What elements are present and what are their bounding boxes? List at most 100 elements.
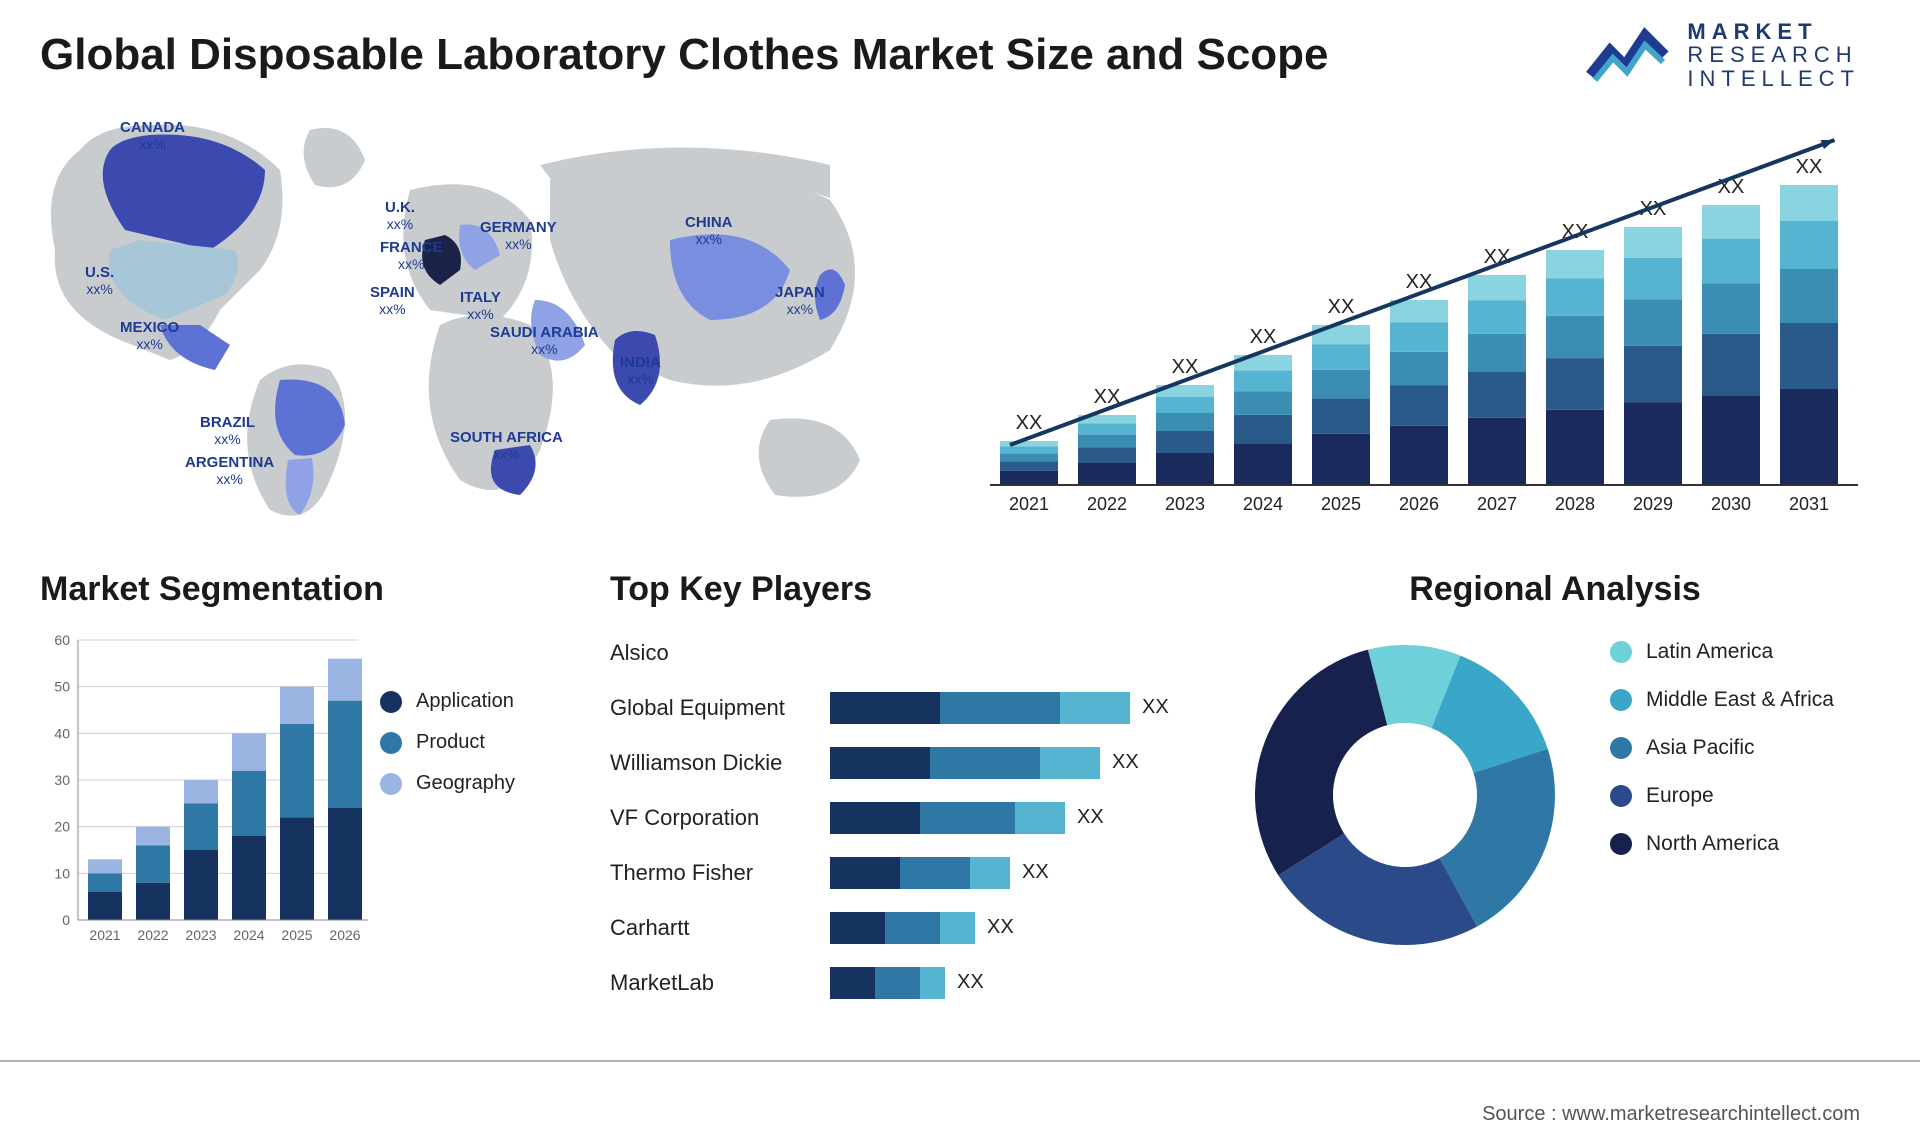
svg-text:2022: 2022 (137, 927, 168, 943)
svg-text:2028: 2028 (1555, 494, 1595, 514)
player-name: Global Equipment (610, 695, 820, 721)
legend-item: North America (1610, 832, 1834, 856)
player-name: Williamson Dickie (610, 750, 820, 776)
player-row: Carhartt XX (610, 900, 1200, 955)
svg-text:2022: 2022 (1087, 494, 1127, 514)
map-label: SAUDI ARABIAxx% (490, 325, 599, 357)
segmentation-title: Market Segmentation (40, 570, 560, 609)
player-row: VF Corporation XX (610, 790, 1200, 845)
footer-divider (0, 1060, 1920, 1062)
regional-section: Regional Analysis Latin AmericaMiddle Ea… (1240, 570, 1870, 609)
svg-text:50: 50 (54, 679, 70, 695)
world-map: CANADAxx% U.S.xx%MEXICOxx% BRAZILxx% ARGENT… (30, 110, 910, 530)
player-row: Williamson Dickie XX (610, 735, 1200, 790)
map-label: INDIAxx% (620, 355, 661, 387)
logo-line1: MARKET (1687, 20, 1860, 43)
player-bar (830, 802, 1065, 834)
legend-item: Latin America (1610, 640, 1834, 664)
player-name: VF Corporation (610, 805, 820, 831)
player-bar (830, 857, 1010, 889)
svg-text:10: 10 (54, 865, 70, 881)
player-name: Carhartt (610, 915, 820, 941)
logo-line2: RESEARCH (1687, 43, 1860, 66)
segmentation-section: Market Segmentation 01020304050602021202… (40, 570, 560, 609)
map-label: ARGENTINAxx% (185, 455, 274, 487)
svg-text:2024: 2024 (1243, 494, 1283, 514)
svg-text:2021: 2021 (1009, 494, 1049, 514)
legend-item: Geography (380, 772, 515, 795)
brand-logo: MARKET RESEARCH INTELLECT (1585, 20, 1860, 90)
map-label: BRAZILxx% (200, 415, 255, 447)
player-row: Alsico (610, 625, 1200, 680)
map-label: U.K.xx% (385, 200, 415, 232)
donut-svg (1240, 630, 1570, 960)
legend-item: Product (380, 731, 515, 754)
svg-text:2023: 2023 (1165, 494, 1205, 514)
page-title: Global Disposable Laboratory Clothes Mar… (40, 30, 1329, 80)
svg-text:XX: XX (1796, 156, 1823, 178)
player-bar (830, 692, 1130, 724)
svg-text:2021: 2021 (89, 927, 120, 943)
regional-title: Regional Analysis (1240, 570, 1870, 609)
svg-text:30: 30 (54, 772, 70, 788)
legend-item: Application (380, 690, 515, 713)
players-section: Top Key Players AlsicoGlobal EquipmentXX… (610, 570, 1200, 609)
regional-donut (1240, 630, 1570, 960)
svg-text:XX: XX (1016, 412, 1043, 434)
svg-text:2025: 2025 (1321, 494, 1361, 514)
map-label: SPAINxx% (370, 285, 415, 317)
player-name: Alsico (610, 640, 820, 666)
player-row: Global Equipment XX (610, 680, 1200, 735)
map-label: GERMANYxx% (480, 220, 557, 252)
svg-text:XX: XX (1328, 296, 1355, 318)
map-label: MEXICOxx% (120, 320, 179, 352)
player-value: XX (987, 916, 1014, 939)
svg-text:0: 0 (62, 912, 70, 928)
map-label: CANADAxx% (120, 120, 185, 152)
svg-text:20: 20 (54, 819, 70, 835)
player-name: Thermo Fisher (610, 860, 820, 886)
svg-text:2023: 2023 (185, 927, 216, 943)
svg-text:2026: 2026 (1399, 494, 1439, 514)
svg-text:2025: 2025 (281, 927, 312, 943)
logo-mark-icon (1585, 20, 1675, 90)
svg-text:2029: 2029 (1633, 494, 1673, 514)
map-label: ITALYxx% (460, 290, 501, 322)
map-label: CHINAxx% (685, 215, 733, 247)
growth-chart-svg: XX2021XX2022XX2023XX2024XX2025XX2026XX20… (990, 130, 1860, 530)
svg-text:2027: 2027 (1477, 494, 1517, 514)
legend-item: Asia Pacific (1610, 736, 1834, 760)
player-row: MarketLab XX (610, 955, 1200, 1010)
player-value: XX (1142, 696, 1169, 719)
svg-text:2030: 2030 (1711, 494, 1751, 514)
regional-legend: Latin America Middle East & Africa Asia Pa… (1610, 640, 1834, 880)
map-label: U.S.xx% (85, 265, 114, 297)
player-bar (830, 967, 945, 999)
svg-text:2026: 2026 (329, 927, 360, 943)
players-list: AlsicoGlobal EquipmentXXWilliamson Dicki… (610, 625, 1200, 1010)
svg-text:40: 40 (54, 725, 70, 741)
player-value: XX (1112, 751, 1139, 774)
growth-bar-chart: XX2021XX2022XX2023XX2024XX2025XX2026XX20… (990, 130, 1860, 530)
legend-item: Middle East & Africa (1610, 688, 1834, 712)
svg-text:2031: 2031 (1789, 494, 1829, 514)
svg-text:2024: 2024 (233, 927, 264, 943)
player-name: MarketLab (610, 970, 820, 996)
source-text: Source : www.marketresearchintellect.com (1482, 1103, 1860, 1126)
players-title: Top Key Players (610, 570, 1200, 609)
player-value: XX (1077, 806, 1104, 829)
segmentation-legend: Application Product Geography (380, 690, 515, 813)
legend-item: Europe (1610, 784, 1834, 808)
svg-text:XX: XX (1250, 326, 1277, 348)
player-bar (830, 747, 1100, 779)
player-value: XX (957, 971, 984, 994)
logo-line3: INTELLECT (1687, 67, 1860, 90)
player-row: Thermo Fisher XX (610, 845, 1200, 900)
map-label: JAPANxx% (775, 285, 825, 317)
svg-text:60: 60 (54, 632, 70, 648)
map-label: FRANCExx% (380, 240, 443, 272)
player-value: XX (1022, 861, 1049, 884)
map-label: SOUTH AFRICAxx% (450, 430, 563, 462)
logo-text: MARKET RESEARCH INTELLECT (1687, 20, 1860, 89)
player-bar (830, 912, 975, 944)
